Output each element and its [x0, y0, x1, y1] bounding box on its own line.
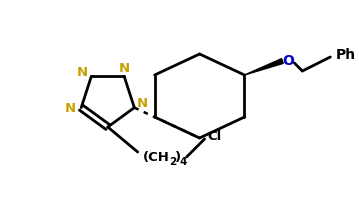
Text: N: N — [137, 97, 148, 110]
Polygon shape — [244, 59, 283, 76]
Text: Ph: Ph — [336, 48, 356, 62]
Text: N: N — [118, 62, 130, 74]
Text: (CH: (CH — [143, 151, 169, 164]
Text: ): ) — [174, 151, 181, 164]
Text: N: N — [77, 65, 88, 79]
Text: 4: 4 — [180, 156, 187, 166]
Text: Cl: Cl — [208, 129, 222, 142]
Text: N: N — [65, 102, 76, 115]
Text: O: O — [283, 54, 294, 68]
Text: 2: 2 — [169, 156, 176, 166]
